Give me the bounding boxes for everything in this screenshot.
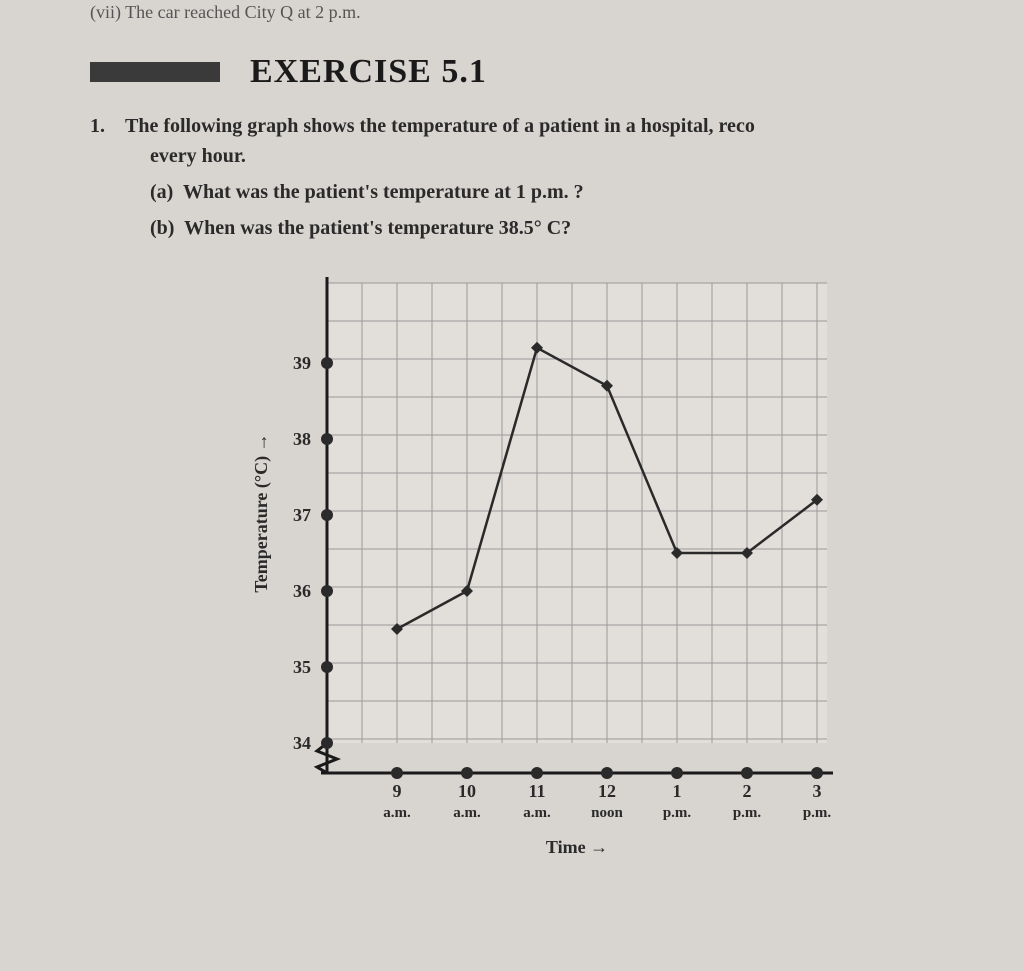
svg-text:p.m.: p.m. xyxy=(733,805,762,821)
part-a-text: What was the patient's temperature at 1 … xyxy=(183,181,584,203)
svg-text:a.m.: a.m. xyxy=(453,805,481,821)
question-part-b: (b) When was the patient's temperature 3… xyxy=(150,213,984,243)
svg-text:a.m.: a.m. xyxy=(523,805,551,821)
question-part-a: (a) What was the patient's temperature a… xyxy=(150,177,984,207)
svg-text:36: 36 xyxy=(293,581,311,601)
svg-text:35: 35 xyxy=(293,657,311,677)
part-b-text: When was the patient's temperature 38.5°… xyxy=(184,217,571,239)
svg-text:11: 11 xyxy=(528,781,545,801)
svg-text:34: 34 xyxy=(293,733,311,753)
svg-text:3: 3 xyxy=(813,781,822,801)
svg-text:12: 12 xyxy=(598,781,616,801)
svg-text:a.m.: a.m. xyxy=(383,805,411,821)
temperature-chart: 34 35 36 37 38 39 9 a.m. 10 a.m. 11 a.m. 12 noon 1 p.m.… xyxy=(217,263,857,883)
question-text-line2: every hour. xyxy=(150,141,984,171)
svg-text:p.m.: p.m. xyxy=(803,805,832,821)
page-fragment-top: (vii) The car reached City Q at 2 p.m. xyxy=(90,0,984,23)
svg-text:Time →: Time → xyxy=(546,837,608,857)
svg-text:p.m.: p.m. xyxy=(663,805,692,821)
exercise-title: EXERCISE 5.1 xyxy=(250,53,487,91)
svg-text:1: 1 xyxy=(673,781,682,801)
svg-text:9: 9 xyxy=(393,781,402,801)
svg-text:38: 38 xyxy=(293,429,311,449)
svg-text:noon: noon xyxy=(591,805,623,821)
svg-text:10: 10 xyxy=(458,781,476,801)
svg-text:2: 2 xyxy=(743,781,752,801)
question-text-line1: The following graph shows the temperatur… xyxy=(125,115,755,137)
question-1: 1. The following graph shows the tempera… xyxy=(90,111,984,243)
question-number: 1. xyxy=(90,111,120,141)
exercise-header: EXERCISE 5.1 xyxy=(90,53,984,91)
part-b-label: (b) xyxy=(150,217,174,239)
svg-text:39: 39 xyxy=(293,353,311,373)
header-bar xyxy=(90,62,220,82)
svg-text:Temperature (°C) →: Temperature (°C) → xyxy=(251,433,272,592)
svg-text:37: 37 xyxy=(293,505,311,525)
part-a-label: (a) xyxy=(150,181,173,203)
